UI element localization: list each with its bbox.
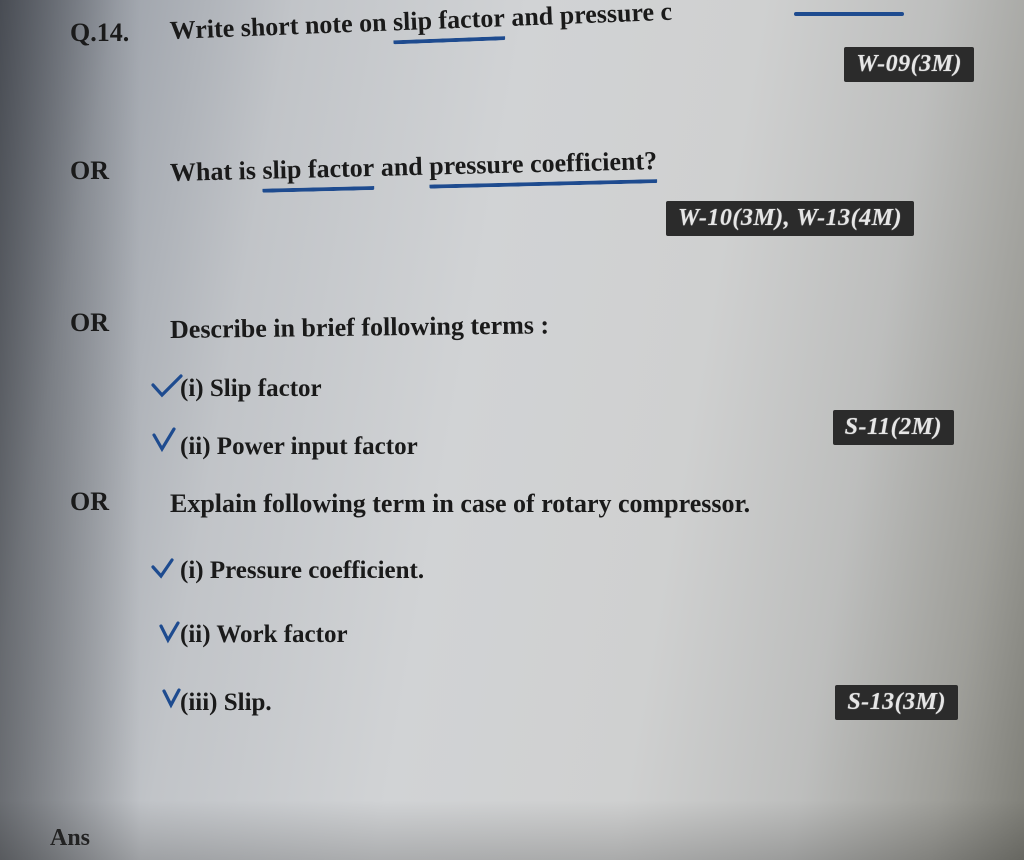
or3-item-iii: (iii) Slip. bbox=[170, 689, 835, 717]
or3-item-iii-row: (iii) Slip. S-13(3M) bbox=[70, 685, 984, 720]
exam-page: Q.14. Write short note on slip factor an… bbox=[0, 0, 1024, 860]
or2-item-ii-row: (ii) Power input factor S-11(2M) bbox=[70, 433, 984, 461]
or1-badge-row: W-10(3M), W-13(4M) bbox=[70, 201, 984, 236]
badge-w10-w13: W-10(3M), W-13(4M) bbox=[666, 201, 914, 236]
or3-label: OR bbox=[70, 487, 170, 517]
or3-item-ii: (ii) Work factor bbox=[170, 621, 984, 649]
or3-badge-wrap: S-13(3M) bbox=[835, 685, 984, 720]
or3-text: Explain following term in case of rotary… bbox=[170, 487, 984, 521]
or2-item-ii-text: (ii) Power input factor bbox=[180, 433, 418, 460]
shade-left bbox=[0, 0, 140, 860]
or1-text-and: and bbox=[374, 151, 430, 181]
or3-item-i: (i) Pressure coefficient. bbox=[170, 557, 984, 585]
badge-s13: S-13(3M) bbox=[835, 685, 958, 720]
or3-row: OR Explain following term in case of rot… bbox=[70, 487, 984, 521]
or1-slip-factor: slip factor bbox=[262, 151, 375, 193]
q14-row: Q.14. Write short note on slip factor an… bbox=[70, 18, 984, 57]
q14-slip-factor: slip factor bbox=[392, 1, 505, 44]
check-icon bbox=[150, 373, 184, 401]
q14-label: Q.14. bbox=[70, 18, 170, 48]
q14-text-pre: Write short note on bbox=[169, 7, 393, 45]
or2-item-i: (i) Slip factor bbox=[170, 375, 984, 403]
or1-label: OR bbox=[70, 156, 170, 186]
or3-item-ii-text: (ii) Work factor bbox=[180, 621, 348, 648]
or1-row: OR What is slip factor and pressure coef… bbox=[70, 156, 984, 195]
q14-pressure: pressure c bbox=[559, 0, 672, 30]
or2-item-ii: (ii) Power input factor bbox=[170, 433, 833, 461]
or3-item-iii-text: (iii) Slip. bbox=[180, 689, 272, 716]
or1-text: What is slip factor and pressure coeffic… bbox=[170, 136, 985, 195]
shade-bottom bbox=[0, 800, 1024, 860]
or2-label: OR bbox=[70, 308, 170, 338]
or2-badge-wrap: S-11(2M) bbox=[833, 410, 984, 445]
or3-item-i-text: (i) Pressure coefficient. bbox=[180, 557, 424, 584]
or2-item-i-text: (i) Slip factor bbox=[180, 375, 322, 402]
badge-s11: S-11(2M) bbox=[833, 410, 954, 445]
q14-text: Write short note on slip factor and pres… bbox=[169, 0, 984, 53]
or2-text: Describe in brief following terms : bbox=[170, 303, 984, 347]
check-icon bbox=[158, 685, 192, 713]
check-icon bbox=[150, 555, 184, 583]
or2-row: OR Describe in brief following terms : bbox=[70, 308, 984, 342]
q14-text-and: and bbox=[504, 1, 560, 32]
ans-label: Ans bbox=[50, 825, 90, 852]
or1-text-pre: What is bbox=[170, 156, 263, 187]
check-icon bbox=[150, 427, 184, 455]
or1-pressure: pressure coefficient? bbox=[429, 144, 658, 188]
check-icon bbox=[156, 619, 190, 647]
